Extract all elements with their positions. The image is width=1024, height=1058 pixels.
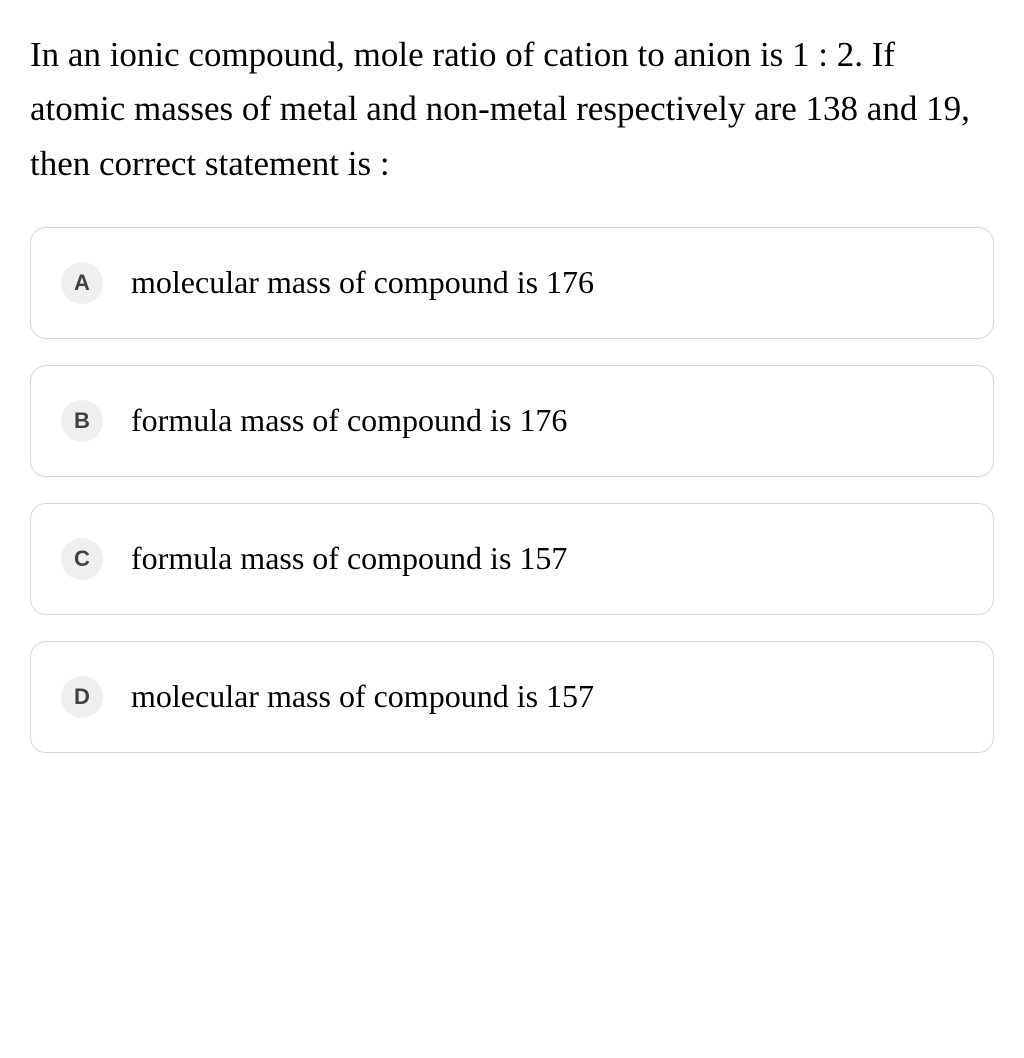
option-letter-d: D: [61, 676, 103, 718]
option-letter-c: C: [61, 538, 103, 580]
option-card-b[interactable]: B formula mass of compound is 176: [30, 365, 994, 477]
option-letter-a: A: [61, 262, 103, 304]
option-text-a: molecular mass of compound is 176: [131, 264, 594, 301]
option-letter-b: B: [61, 400, 103, 442]
option-text-c: formula mass of compound is 157: [131, 540, 567, 577]
option-card-c[interactable]: C formula mass of compound is 157: [30, 503, 994, 615]
question-text: In an ionic compound, mole ratio of cati…: [30, 28, 994, 191]
option-card-a[interactable]: A molecular mass of compound is 176: [30, 227, 994, 339]
option-text-b: formula mass of compound is 176: [131, 402, 567, 439]
option-card-d[interactable]: D molecular mass of compound is 157: [30, 641, 994, 753]
option-text-d: molecular mass of compound is 157: [131, 678, 594, 715]
